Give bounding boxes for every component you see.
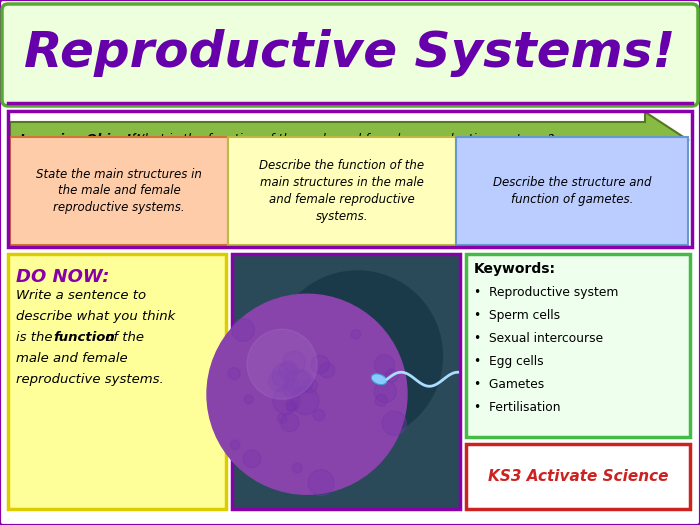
Text: What is the function of the male and female reproductive systems?: What is the function of the male and fem… <box>128 133 554 146</box>
Text: function: function <box>53 331 115 344</box>
Text: is the: is the <box>16 331 57 344</box>
Text: Describe the structure and
function of gametes.: Describe the structure and function of g… <box>493 176 651 206</box>
Circle shape <box>277 414 287 423</box>
Circle shape <box>279 361 298 380</box>
Circle shape <box>303 379 317 393</box>
Text: KS3 Activate Science: KS3 Activate Science <box>488 469 668 484</box>
Text: •  Gametes: • Gametes <box>474 378 545 391</box>
Polygon shape <box>321 158 369 178</box>
Ellipse shape <box>371 374 386 385</box>
Circle shape <box>291 387 319 415</box>
Text: Learning Objective:: Learning Objective: <box>20 133 158 146</box>
Circle shape <box>319 363 335 378</box>
Circle shape <box>291 371 313 392</box>
Text: State the main structures in
the male and female
reproductive systems.: State the main structures in the male an… <box>36 167 202 215</box>
Circle shape <box>351 330 360 339</box>
Circle shape <box>228 368 240 380</box>
Text: Write a sentence to: Write a sentence to <box>16 289 146 302</box>
Text: reproductive systems.: reproductive systems. <box>16 373 164 386</box>
Circle shape <box>283 351 305 374</box>
Polygon shape <box>10 112 688 168</box>
Text: male and female: male and female <box>16 352 127 365</box>
Circle shape <box>269 371 288 392</box>
Circle shape <box>293 463 302 472</box>
Circle shape <box>284 380 301 397</box>
Circle shape <box>207 294 407 494</box>
Text: •  Egg cells: • Egg cells <box>474 355 544 368</box>
FancyBboxPatch shape <box>232 254 460 509</box>
FancyBboxPatch shape <box>456 137 688 245</box>
Text: Reproductive Systems!: Reproductive Systems! <box>25 29 676 77</box>
Polygon shape <box>91 158 139 178</box>
Circle shape <box>281 413 299 432</box>
Polygon shape <box>551 158 599 178</box>
Circle shape <box>285 370 310 395</box>
Text: DO NOW:: DO NOW: <box>16 268 109 286</box>
Circle shape <box>272 271 442 441</box>
FancyBboxPatch shape <box>10 137 228 245</box>
Circle shape <box>374 381 396 403</box>
Circle shape <box>375 394 387 406</box>
FancyBboxPatch shape <box>466 254 690 437</box>
Circle shape <box>286 402 296 412</box>
Text: •  Sexual intercourse: • Sexual intercourse <box>474 332 603 345</box>
FancyBboxPatch shape <box>2 4 698 106</box>
Circle shape <box>272 387 300 414</box>
Text: describe what you think: describe what you think <box>16 310 175 323</box>
Circle shape <box>313 410 325 421</box>
Text: •  Sperm cells: • Sperm cells <box>474 309 560 322</box>
Circle shape <box>374 354 395 375</box>
Circle shape <box>243 450 260 467</box>
Text: •  Reproductive system: • Reproductive system <box>474 286 618 299</box>
Circle shape <box>385 369 398 382</box>
Circle shape <box>382 411 406 435</box>
Circle shape <box>244 395 253 404</box>
Text: of the: of the <box>101 331 144 344</box>
Circle shape <box>286 400 297 411</box>
FancyBboxPatch shape <box>8 254 226 509</box>
FancyBboxPatch shape <box>228 137 456 245</box>
Text: Describe the function of the
main structures in the male
and female reproductive: Describe the function of the main struct… <box>260 159 425 223</box>
Circle shape <box>272 363 297 387</box>
Circle shape <box>232 319 255 341</box>
Circle shape <box>311 355 330 374</box>
Circle shape <box>247 329 317 399</box>
FancyBboxPatch shape <box>466 444 690 509</box>
Circle shape <box>230 440 240 450</box>
Circle shape <box>308 470 334 496</box>
Text: Keywords:: Keywords: <box>474 262 556 276</box>
Text: •  Fertilisation: • Fertilisation <box>474 401 561 414</box>
